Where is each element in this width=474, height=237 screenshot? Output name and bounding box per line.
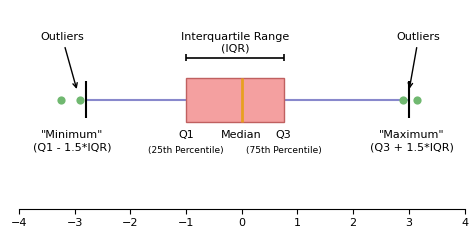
Text: Outliers: Outliers (397, 32, 440, 87)
Text: Outliers: Outliers (40, 32, 84, 87)
Point (57, 98, 64, 102)
Text: "Minimum"
(Q1 - 1.5*IQR): "Minimum" (Q1 - 1.5*IQR) (33, 130, 111, 152)
Point (400, 98, 407, 102)
Point (413, 98, 421, 102)
Text: Q1: Q1 (178, 130, 194, 141)
Text: (75th Percentile): (75th Percentile) (246, 146, 321, 155)
Point (76, 98, 84, 102)
Text: Interquartile Range
(IQR): Interquartile Range (IQR) (181, 32, 289, 54)
Text: "Maximum"
(Q3 + 1.5*IQR): "Maximum" (Q3 + 1.5*IQR) (370, 130, 454, 152)
Bar (186, 78, 283, 122)
Text: Q3: Q3 (276, 130, 292, 141)
Text: (25th Percentile): (25th Percentile) (148, 146, 224, 155)
Text: Median: Median (221, 130, 262, 141)
